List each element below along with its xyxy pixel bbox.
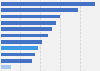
Bar (0, 46, 38, 50)
Bar (0, 40, 42, 44)
Bar (0, 15, 60, 18)
Bar (0, 8, 78, 12)
Bar (0, 53, 35, 56)
Bar (0, 34, 48, 37)
Bar (0, 2, 95, 6)
Bar (0, 59, 32, 63)
Bar (0, 27, 52, 31)
Bar (0, 65, 11, 69)
Bar (0, 21, 56, 25)
